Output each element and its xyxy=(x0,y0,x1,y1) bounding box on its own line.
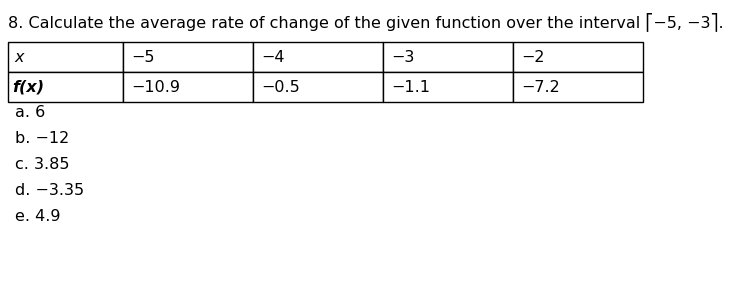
Text: c. 3.85: c. 3.85 xyxy=(15,157,69,172)
Bar xyxy=(513,72,643,102)
Text: a. 6: a. 6 xyxy=(15,105,45,120)
Text: x: x xyxy=(14,50,23,64)
Text: −4: −4 xyxy=(261,50,285,64)
Text: −7.2: −7.2 xyxy=(521,79,559,95)
Text: −2: −2 xyxy=(521,50,544,64)
Text: f(x): f(x) xyxy=(12,79,44,95)
Text: e. 4.9: e. 4.9 xyxy=(15,209,60,224)
Text: −0.5: −0.5 xyxy=(261,79,300,95)
Text: −3: −3 xyxy=(391,50,414,64)
Bar xyxy=(383,72,513,102)
Text: d. −3.35: d. −3.35 xyxy=(15,183,84,198)
Text: b. −12: b. −12 xyxy=(15,131,69,146)
Text: 8. Calculate the average rate of change of the given function over the interval : 8. Calculate the average rate of change … xyxy=(8,12,724,31)
Bar xyxy=(123,72,253,102)
Bar xyxy=(383,42,513,72)
Bar xyxy=(8,42,123,72)
Text: −10.9: −10.9 xyxy=(131,79,180,95)
Text: −5: −5 xyxy=(131,50,154,64)
Text: −1.1: −1.1 xyxy=(391,79,430,95)
Bar xyxy=(253,42,383,72)
Bar xyxy=(253,72,383,102)
Bar xyxy=(123,42,253,72)
Bar xyxy=(513,42,643,72)
Bar xyxy=(8,72,123,102)
